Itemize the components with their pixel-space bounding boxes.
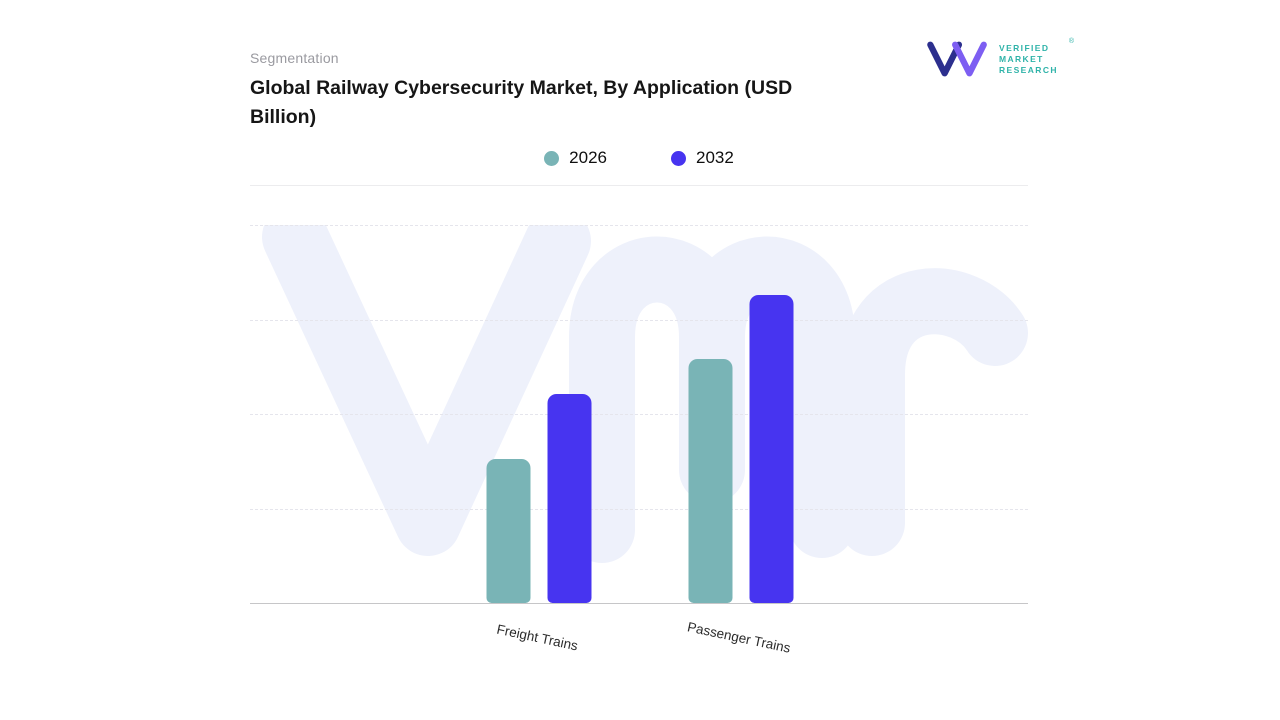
- x-tick-label-passenger-trains: Passenger Trains: [685, 619, 792, 656]
- legend-item-2026[interactable]: 2026: [544, 148, 607, 168]
- registered-trademark-icon: ®: [1068, 38, 1075, 45]
- gridline: [250, 319, 1028, 321]
- legend-item-2032[interactable]: 2032: [671, 148, 734, 168]
- bar-passenger-trains-2032[interactable]: [749, 294, 794, 603]
- logo-line-research: RESEARCH: [999, 64, 1058, 75]
- x-axis: Freight Trains Passenger Trains: [250, 612, 1028, 692]
- bar-group-freight-trains: [486, 225, 592, 603]
- gridline: [250, 225, 1028, 226]
- plot-area: [250, 225, 1028, 604]
- chart-title: Global Railway Cybersecurity Market, By …: [250, 77, 793, 128]
- logo-wordmark: VERIFIED MARKET RESEARCH: [999, 43, 1058, 76]
- chart-eyebrow: Segmentation: [250, 50, 339, 66]
- legend-dot-2032: [671, 150, 686, 166]
- legend-dot-2026: [544, 150, 560, 166]
- logo-line-market: MARKET: [999, 53, 1044, 64]
- gridline: [250, 508, 1028, 510]
- legend: 2026 2032: [250, 148, 1028, 168]
- vmr-logo[interactable]: VERIFIED MARKET RESEARCH ®: [926, 38, 1074, 80]
- bar-freight-trains-2032[interactable]: [547, 394, 592, 603]
- gridline: [250, 414, 1028, 415]
- legend-label: 2026: [569, 148, 607, 167]
- bar-group-passenger-trains: [688, 225, 794, 603]
- legend-label: 2032: [696, 148, 734, 167]
- bar-freight-trains-2026[interactable]: [486, 458, 531, 603]
- bar-passenger-trains-2026[interactable]: [688, 359, 733, 603]
- logo-line-verified: VERIFIED: [999, 42, 1050, 53]
- header-divider: [250, 185, 1028, 186]
- x-tick-label-freight-trains: Freight Trains: [495, 621, 580, 654]
- vmr-monogram-icon: [927, 41, 987, 77]
